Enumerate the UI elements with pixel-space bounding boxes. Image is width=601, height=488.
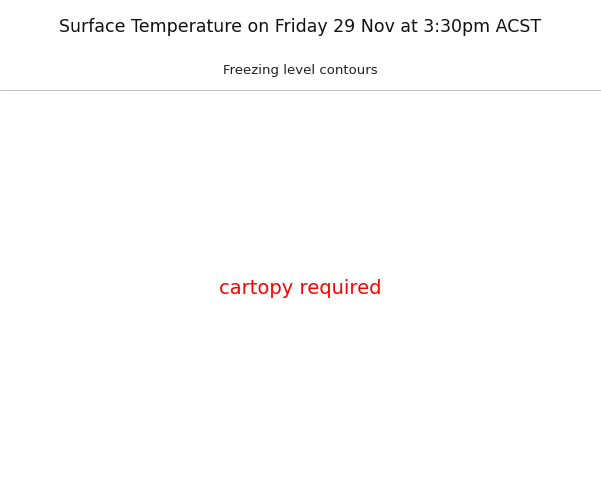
Text: Freezing level contours: Freezing level contours: [223, 63, 378, 77]
Text: Surface Temperature on Friday 29 Nov at 3:30pm ACST: Surface Temperature on Friday 29 Nov at …: [59, 18, 542, 36]
Text: cartopy required: cartopy required: [219, 280, 382, 298]
